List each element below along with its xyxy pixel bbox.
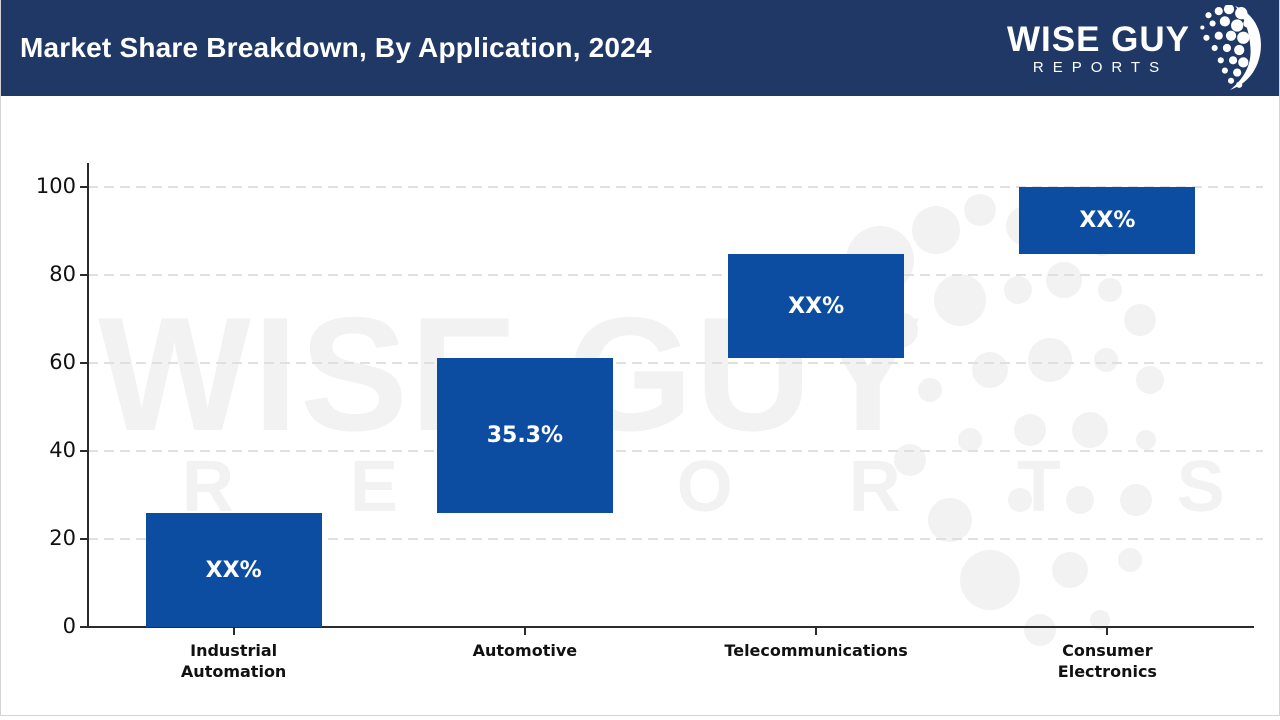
y-tick-label-100: 100	[35, 174, 76, 198]
bar-consumer-electronics: XX%	[1019, 187, 1196, 254]
bar-value-label-industrial-automation: XX%	[205, 557, 262, 583]
header-bar: Market Share Breakdown, By Application, …	[0, 0, 1280, 96]
gridline-40	[88, 450, 1263, 452]
x-label-line: Industrial	[190, 641, 278, 660]
logo-title: WISE GUY	[1006, 19, 1190, 59]
chart-title: Market Share Breakdown, By Application, …	[20, 32, 652, 63]
bar-automotive: 35.3%	[436, 358, 613, 514]
x-label-telecommunications: Telecommunications	[686, 640, 946, 661]
y-tick-mark-60	[80, 362, 87, 364]
y-tick-mark-80	[80, 274, 87, 276]
watermark-text-2: R E P O R T S	[182, 447, 1273, 527]
x-tick-mark-industrial-automation	[232, 628, 235, 635]
x-label-line: Automotive	[472, 641, 578, 660]
bar-telecommunications: XX%	[728, 253, 905, 359]
y-tick-mark-20	[80, 538, 87, 540]
bar-industrial-automation: XX%	[145, 513, 322, 627]
wiseguy-logo: WISE GUY REPORTS	[1007, 5, 1280, 91]
x-label-line: Consumer	[1062, 641, 1153, 660]
logo-head-dots-icon	[1200, 5, 1261, 90]
x-label-line: Electronics	[1057, 662, 1157, 681]
y-tick-label-60: 60	[49, 350, 76, 374]
y-tick-label-80: 80	[49, 262, 76, 286]
y-axis-line	[87, 163, 89, 628]
x-label-industrial-automation: Industrial Automation	[104, 640, 364, 682]
y-tick-mark-100	[80, 186, 87, 188]
x-axis-line	[87, 626, 1254, 628]
gridline-60	[88, 362, 1263, 364]
x-tick-mark-telecommunications	[815, 628, 818, 635]
gridline-20	[88, 538, 1263, 540]
gridline-100	[88, 186, 1263, 188]
logo-wordmark: WISE GUY REPORTS	[1007, 22, 1190, 75]
x-label-line: Automation	[180, 662, 287, 681]
y-tick-mark-40	[80, 450, 87, 452]
x-tick-mark-automotive	[523, 628, 526, 635]
y-tick-mark-0	[80, 626, 87, 628]
x-label-line: Telecommunications	[724, 641, 908, 660]
gridline-80	[88, 274, 1263, 276]
y-tick-label-0: 0	[62, 614, 76, 638]
x-label-consumer-electronics: Consumer Electronics	[977, 640, 1237, 682]
y-tick-label-20: 20	[49, 526, 76, 550]
bar-value-label-automotive: 35.3%	[486, 423, 564, 449]
x-tick-mark-consumer-electronics	[1106, 628, 1109, 635]
bar-value-label-consumer-electronics: XX%	[1079, 207, 1136, 233]
y-tick-label-40: 40	[49, 438, 76, 462]
bar-value-label-telecommunications: XX%	[788, 293, 845, 319]
logo-subtitle: REPORTS	[1032, 58, 1169, 76]
x-label-automotive: Automotive	[395, 640, 655, 661]
